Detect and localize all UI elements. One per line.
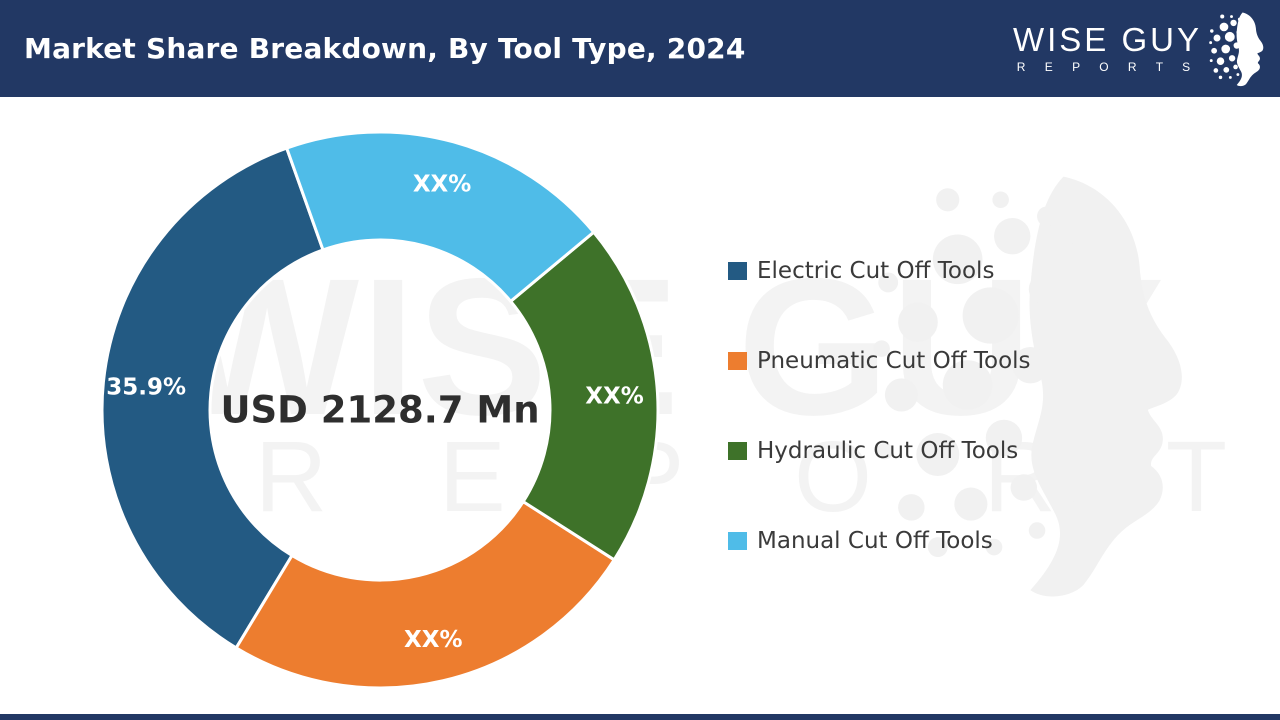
slice-value-label: 35.9% (106, 374, 186, 400)
logo-text: WISE GUY R E P O R T S (1013, 23, 1202, 74)
slice-value-label: XX% (413, 171, 472, 197)
donut-svg: 35.9% XX% XX% XX% (100, 130, 660, 690)
legend-item-hydraulic-cut-off-tools: Hydraulic Cut Off Tools (728, 438, 1031, 464)
logo-subtitle: R E P O R T S (1016, 60, 1199, 74)
donut-slice-0 (100, 146, 325, 650)
legend-swatch (728, 262, 747, 280)
legend-label: Electric Cut Off Tools (757, 258, 995, 284)
legend-label: Pneumatic Cut Off Tools (757, 348, 1031, 374)
legend-label: Manual Cut Off Tools (757, 528, 993, 554)
donut-slice-1 (234, 499, 617, 690)
legend-swatch (728, 532, 747, 550)
legend-swatch (728, 442, 747, 460)
wise-guy-logo: WISE GUY R E P O R T S (1013, 11, 1280, 87)
legend-item-pneumatic-cut-off-tools: Pneumatic Cut Off Tools (728, 348, 1031, 374)
chart-legend: Electric Cut Off Tools Pneumatic Cut Off … (728, 258, 1031, 554)
donut-slice-2 (508, 230, 660, 562)
wise-guy-face-icon (1209, 11, 1264, 86)
footer-bar (0, 714, 1280, 720)
slice-value-label: XX% (404, 627, 463, 653)
title-bar: Market Share Breakdown, By Tool Type, 20… (0, 0, 1280, 97)
legend-item-electric-cut-off-tools: Electric Cut Off Tools (728, 258, 1031, 284)
slice-value-label: XX% (585, 383, 644, 409)
legend-label: Hydraulic Cut Off Tools (757, 438, 1019, 464)
legend-swatch (728, 352, 747, 370)
donut-slice-3 (284, 130, 596, 304)
watermark-wordmark: WISE GUY (175, 238, 1167, 456)
legend-item-manual-cut-off-tools: Manual Cut Off Tools (728, 528, 1031, 554)
logo-wordmark: WISE GUY (1012, 21, 1202, 58)
donut-chart: 35.9% XX% XX% XX% USD 2128.7 Mn (100, 130, 660, 690)
page-title: Market Share Breakdown, By Tool Type, 20… (24, 32, 746, 65)
chart-center-value: USD 2128.7 Mn (220, 388, 540, 432)
